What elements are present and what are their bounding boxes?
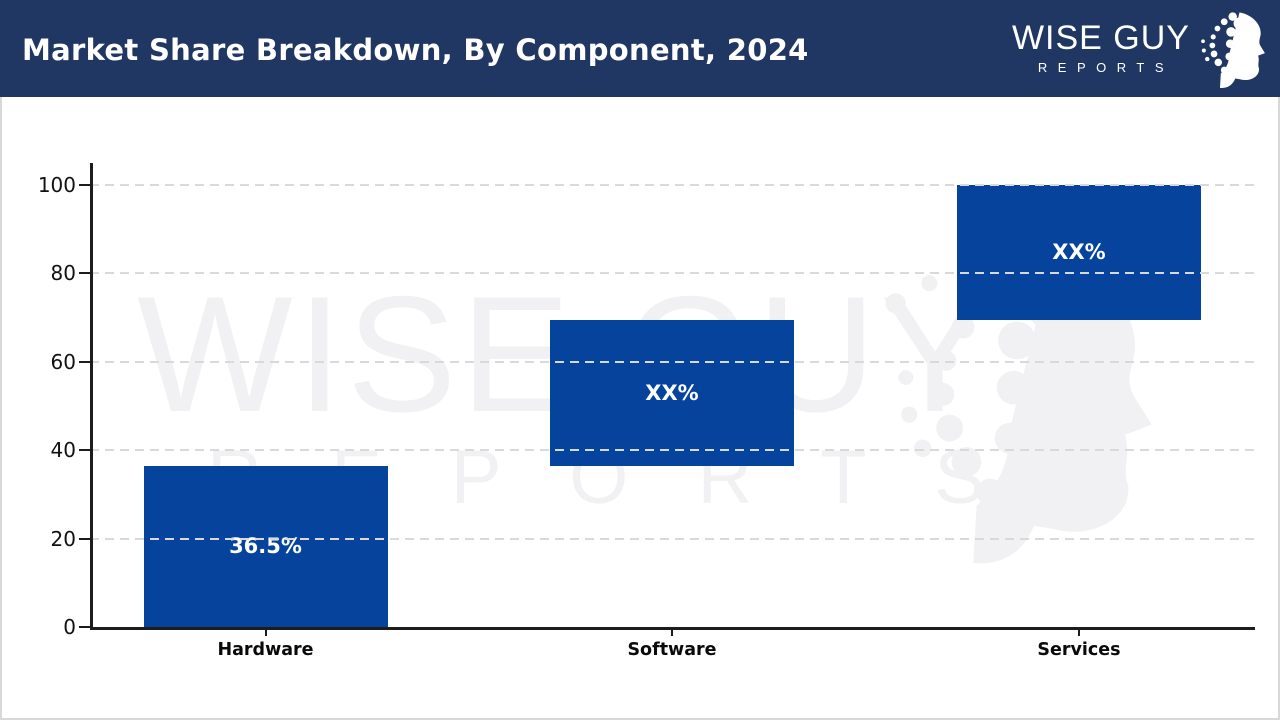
- x-tick-label-software: Software: [627, 640, 717, 660]
- logo-text: WISE GUY REPORTS: [1011, 19, 1190, 75]
- y-tick-label-80: 80: [50, 261, 76, 286]
- x-tick-services: [1078, 627, 1080, 636]
- y-tick-label-60: 60: [50, 349, 76, 374]
- y-tick-label-40: 40: [50, 438, 76, 463]
- logo-head-icon: [1201, 12, 1265, 88]
- logo-subtitle: REPORTS: [1037, 59, 1175, 75]
- y-tick-40: [79, 449, 90, 452]
- x-tick-label-services: Services: [1037, 640, 1121, 660]
- header-bar: Market Share Breakdown, By Component, 20…: [0, 0, 1280, 97]
- x-tick-software: [671, 627, 673, 636]
- plot-area: 36.5% XX% XX% 0 20 40 60 80 100 Hardware Software…: [38, 163, 1255, 660]
- y-tick-label-0: 0: [63, 615, 76, 639]
- y-tick-100: [79, 184, 90, 187]
- y-axis-line: [90, 163, 93, 629]
- bars-layer: 36.5% XX% XX%: [90, 163, 1255, 627]
- bar-label-services: XX%: [1052, 240, 1106, 265]
- y-tick-label-20: 20: [50, 526, 76, 551]
- x-tick-hardware: [264, 627, 267, 636]
- bar-services: XX%: [957, 185, 1201, 320]
- y-tick-20: [79, 537, 90, 540]
- y-tick-0: [79, 626, 90, 628]
- y-tick-label-100: 100: [37, 173, 76, 198]
- bar-hardware: 36.5%: [143, 465, 388, 627]
- bar-label-software: XX%: [645, 380, 699, 405]
- x-tick-label-hardware: Hardware: [217, 640, 314, 660]
- bar-software: XX%: [550, 319, 794, 466]
- chart-title: Market Share Breakdown, By Component, 20…: [22, 33, 809, 67]
- y-tick-80: [79, 272, 90, 275]
- y-tick-60: [79, 360, 90, 363]
- axes-layer: 0 20 40 60 80 100 Hardware Software Services: [38, 163, 1255, 660]
- logo-wordmark: WISE GUY: [1011, 19, 1190, 58]
- wiseguy-logo: WISE GUY REPORTS: [1012, 5, 1270, 91]
